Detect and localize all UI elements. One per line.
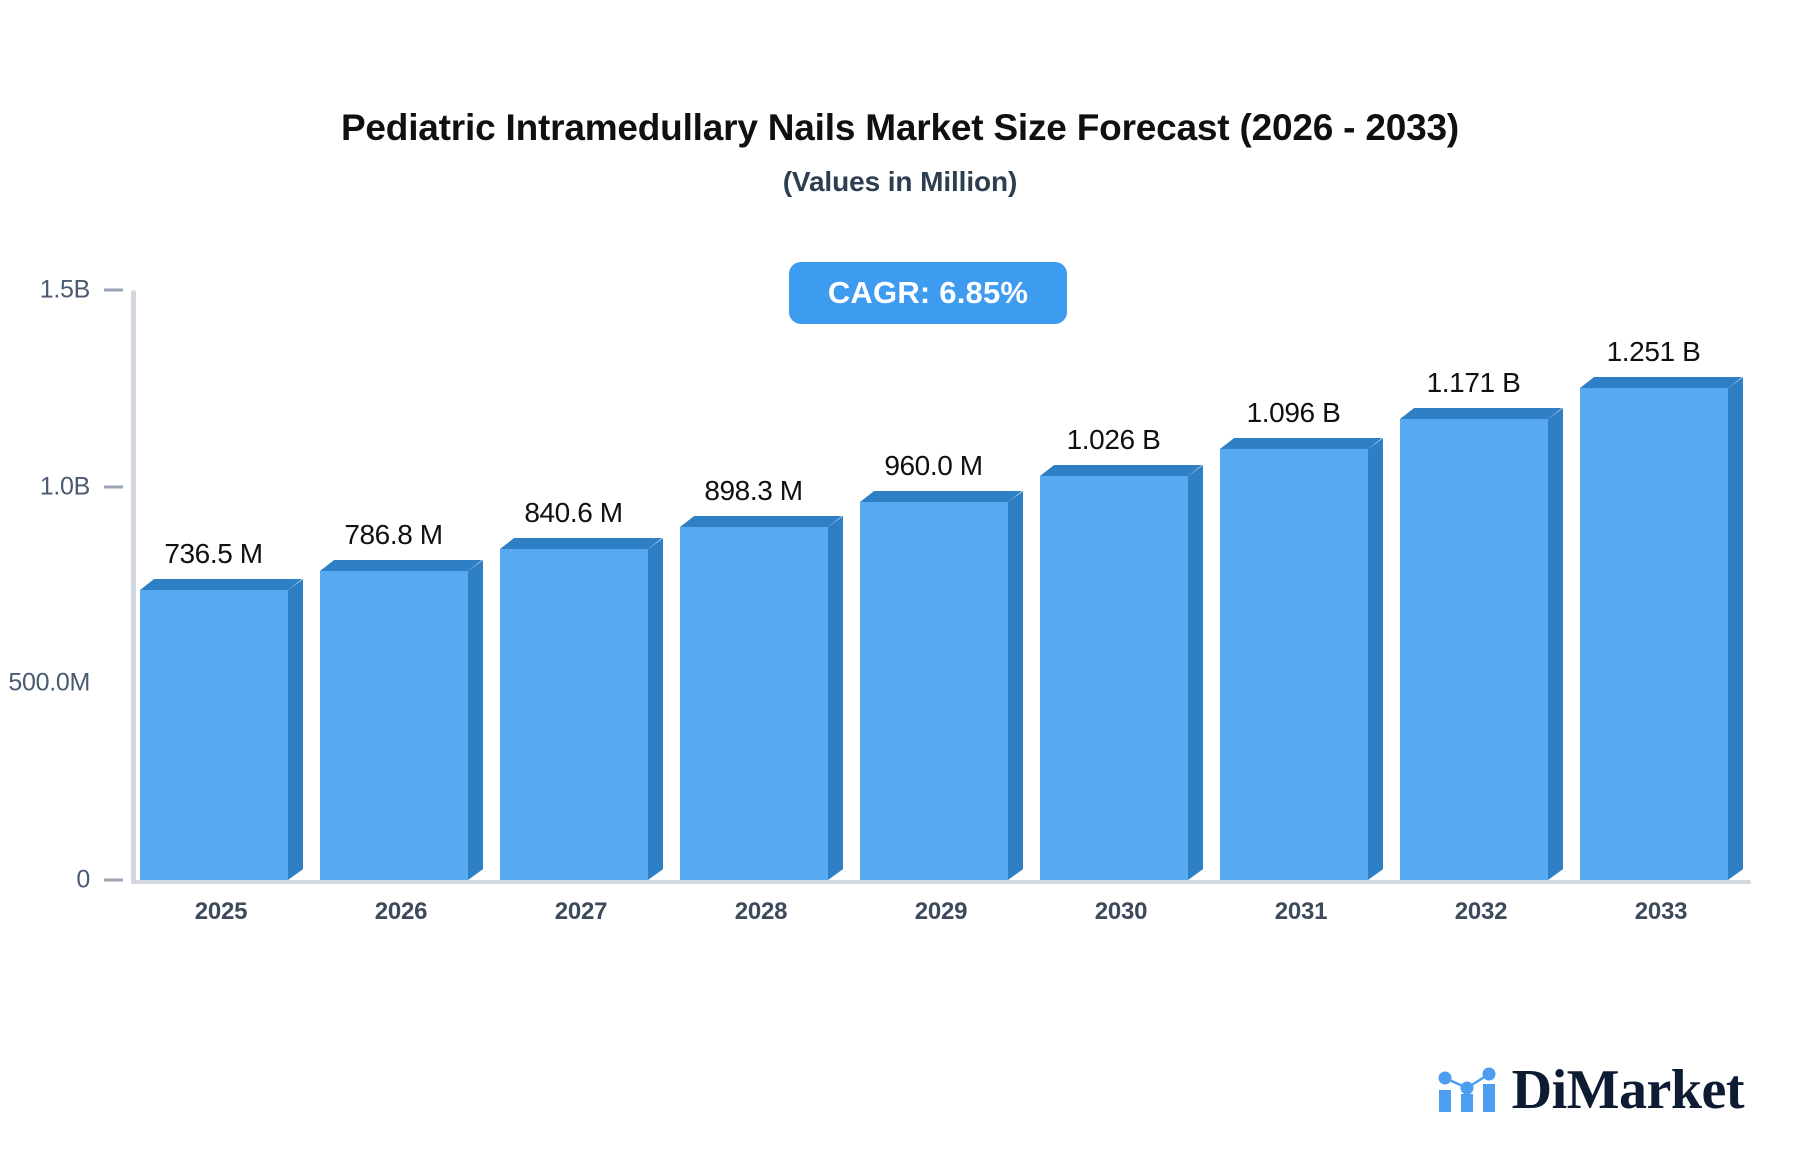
bar-side-face [1187, 465, 1203, 880]
bar-value-label: 786.8 M [344, 518, 443, 550]
x-axis-label-2033: 2033 [1634, 898, 1688, 925]
bar-value-label: 1.026 B [1066, 424, 1161, 456]
bar-2029[interactable]: 960.0 M [859, 290, 1023, 880]
bar-2031[interactable]: 1.096 B [1219, 290, 1383, 880]
bar-value-label: 840.6 M [524, 497, 623, 529]
bar-side-face [827, 515, 843, 880]
bar-top-face [1399, 408, 1562, 420]
bar-side-face [1547, 408, 1563, 880]
bar-top-face [679, 515, 842, 527]
bar-column[interactable]: 1.096 B [1219, 397, 1383, 880]
bar-front-face [679, 526, 828, 880]
dimarket-logo: DiMarket [1436, 1059, 1745, 1121]
bar-chart-icon [1438, 1067, 1496, 1112]
bar-value-label: 1.096 B [1246, 396, 1341, 428]
chart-subtitle: (Values in Million) [782, 165, 1018, 197]
bar-top-face [1579, 376, 1742, 388]
cagr-badge: CAGR: 6.85% [789, 262, 1067, 324]
y-tick-0: 0 [76, 866, 131, 895]
bar-side-face [287, 579, 303, 880]
bar-column[interactable]: 840.6 M [499, 497, 663, 880]
bar-2032[interactable]: 1.171 B [1399, 290, 1563, 880]
plot-area: 736.5 M 786.8 M 840.6 M 898.3 M 960.0 M 1.026… [8, 276, 1751, 894]
page-title: Pediatric Intramedullary Nails Market Si… [340, 107, 1460, 148]
bar-value-label: 898.3 M [704, 474, 803, 506]
bars-layer: 736.5 M 786.8 M 840.6 M 898.3 M 960.0 M 1.026… [131, 290, 1751, 880]
bar-2030[interactable]: 1.026 B [1039, 290, 1203, 880]
x-axis-label-2027: 2027 [554, 898, 608, 925]
bar-column[interactable]: 1.171 B [1399, 367, 1563, 880]
bar-top-face [499, 538, 662, 550]
bar-side-face [1007, 491, 1023, 880]
bar-column[interactable]: 786.8 M [319, 519, 483, 880]
x-axis-label-2025: 2025 [194, 898, 248, 925]
bar-2028[interactable]: 898.3 M [679, 290, 843, 880]
y-tick-label: 500.0M [8, 668, 90, 697]
bar-2027[interactable]: 840.6 M [499, 290, 663, 880]
y-tick-mark [104, 288, 123, 292]
x-axis-label-2028: 2028 [734, 898, 788, 925]
bar-front-face [319, 570, 468, 880]
y-tick-500.0M: 500.0M [8, 669, 131, 698]
cagr-badge-label: CAGR: 6.85% [827, 275, 1029, 310]
bar-front-face [1579, 387, 1728, 880]
x-axis-label-2026: 2026 [374, 898, 428, 925]
bar-front-face [1039, 476, 1188, 880]
x-axis-label-2031: 2031 [1274, 898, 1328, 925]
y-tick-1.5B: 1.5B [40, 276, 131, 305]
bar-side-face [647, 538, 663, 880]
y-axis-line [131, 290, 136, 884]
bar-side-face [467, 559, 483, 880]
bar-column[interactable]: 960.0 M [859, 450, 1023, 880]
y-tick-mark [104, 485, 123, 489]
bar-front-face [499, 549, 648, 880]
y-tick-mark [104, 878, 123, 882]
y-tick-label: 0 [76, 865, 90, 894]
bar-2025[interactable]: 736.5 M [139, 290, 303, 880]
bar-value-label: 736.5 M [164, 538, 263, 570]
bar-side-face [1367, 438, 1383, 880]
bar-column[interactable]: 736.5 M [139, 538, 303, 880]
bar-top-face [319, 559, 482, 571]
bar-value-label: 1.251 B [1606, 335, 1701, 367]
bar-top-face [1219, 437, 1382, 449]
y-tick-label: 1.0B [39, 472, 91, 501]
x-axis-line [131, 880, 1751, 884]
x-axis-label-2032: 2032 [1454, 898, 1508, 925]
bar-column[interactable]: 1.026 B [1039, 424, 1203, 880]
bar-front-face [139, 590, 288, 880]
bar-front-face [859, 502, 1008, 880]
y-tick-label: 1.5B [39, 275, 91, 304]
title-block: Pediatric Intramedullary Nails Market Si… [0, 107, 1800, 198]
bar-value-label: 960.0 M [884, 450, 983, 482]
bar-top-face [1039, 465, 1202, 477]
bar-side-face [1727, 377, 1743, 880]
bar-top-face [859, 491, 1022, 503]
bar-top-face [139, 579, 302, 591]
bar-2033[interactable]: 1.251 B [1579, 290, 1743, 880]
bar-2026[interactable]: 786.8 M [319, 290, 483, 880]
bar-front-face [1219, 448, 1368, 880]
bar-column[interactable]: 898.3 M [679, 475, 843, 880]
bar-column[interactable]: 1.251 B [1579, 336, 1743, 880]
y-tick-1.0B: 1.0B [40, 472, 131, 501]
bar-value-label: 1.171 B [1426, 367, 1521, 399]
bar-front-face [1399, 419, 1548, 880]
logo-wordmark: DiMarket [1511, 1059, 1745, 1121]
x-axis-label-2030: 2030 [1094, 898, 1148, 925]
x-axis-label-2029: 2029 [914, 898, 968, 925]
